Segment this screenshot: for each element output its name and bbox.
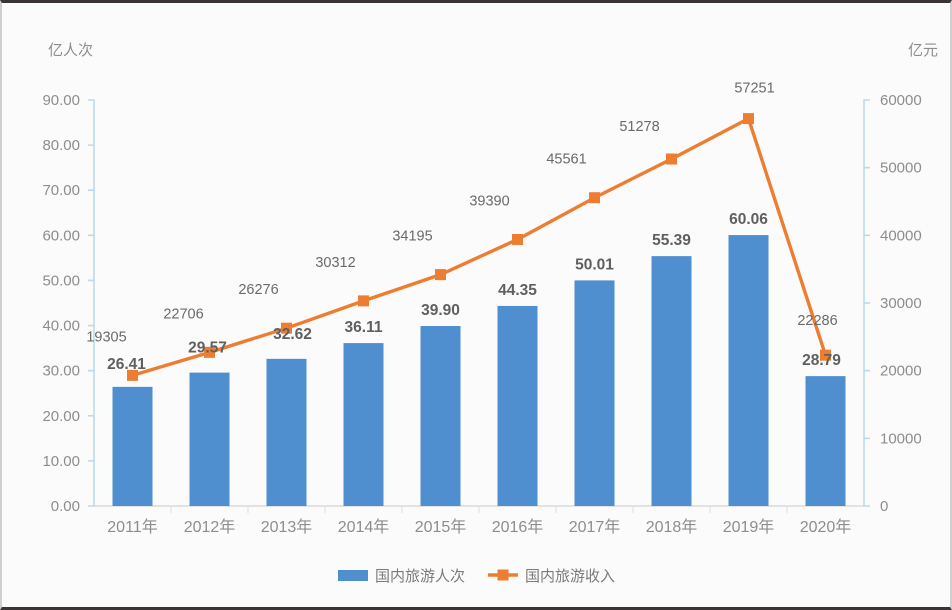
line-value-label: 34195 [392, 229, 432, 245]
line-value-label: 22706 [163, 306, 203, 322]
bar[interactable] [343, 343, 384, 506]
line-marker[interactable] [127, 369, 138, 381]
bar[interactable] [266, 358, 307, 506]
legend-line-marker-icon [497, 569, 509, 581]
line-marker[interactable] [204, 346, 215, 358]
right-axis: 0 10000 20000 30000 40000 50000 60000 [863, 92, 922, 515]
category-label[interactable]: 2018年 [646, 518, 698, 536]
line-value-label: 51278 [619, 119, 659, 135]
bar[interactable] [651, 256, 692, 506]
bar-value-label: 39.90 [421, 302, 460, 319]
left-tick-label: 0.00 [51, 498, 80, 515]
legend-item[interactable]: 国内旅游人次 [338, 568, 465, 585]
right-tick-label: 10000 [880, 430, 922, 447]
bar-value-label: 44.35 [498, 282, 537, 299]
line-marker[interactable] [281, 322, 292, 334]
line-value-label: 30312 [315, 255, 355, 271]
left-tick-label: 70.00 [42, 182, 80, 199]
line-marker[interactable] [358, 295, 369, 307]
line-series [127, 113, 831, 381]
category-separators [170, 506, 788, 513]
line-marker[interactable] [512, 233, 523, 245]
left-tick-label: 50.00 [42, 272, 80, 289]
left-axis-title: 亿人次 [48, 42, 93, 59]
left-tick-label: 10.00 [42, 453, 80, 470]
right-tick-label: 60000 [880, 92, 922, 109]
category-label[interactable]: 2019年 [723, 518, 775, 536]
category-label[interactable]: 2012年 [184, 518, 236, 536]
category-labels: 2011年 2012年 2013年 2014年 2015年 2016年 2017年 2018年… [107, 518, 851, 536]
bar[interactable] [574, 280, 615, 506]
right-tick-label: 50000 [880, 160, 922, 177]
line-value-label: 57251 [734, 81, 774, 97]
bar[interactable] [805, 376, 846, 506]
right-tick-label: 20000 [880, 363, 922, 380]
bar-value-labels: 26.41 29.57 32.62 36.11 39.90 44.35 50.01 55.39… [107, 211, 841, 373]
line-marker[interactable] [743, 113, 754, 125]
bar-series [112, 235, 846, 506]
category-label[interactable]: 2013年 [261, 518, 313, 536]
line-path [132, 116, 828, 377]
bar[interactable] [112, 386, 153, 506]
category-label[interactable]: 2011年 [107, 518, 157, 536]
category-label[interactable]: 2017年 [569, 518, 621, 536]
line-value-label: 19305 [86, 329, 126, 345]
legend-item[interactable]: 国内旅游收入 [488, 568, 615, 585]
chart-canvas: 亿人次 亿元 0.00 10.00 20.00 30.00 40.00 50.00 60.0… [2, 3, 950, 607]
bar-value-label: 50.01 [575, 256, 614, 273]
legend-label: 国内旅游收入 [525, 568, 615, 585]
category-label[interactable]: 2020年 [800, 518, 852, 536]
left-tick-label: 60.00 [42, 227, 80, 244]
bar-value-label: 32.62 [273, 326, 312, 343]
left-tick-label: 30.00 [42, 363, 80, 380]
left-tick-label: 40.00 [42, 318, 80, 335]
category-label[interactable]: 2016年 [492, 518, 544, 536]
bar-value-label: 36.11 [345, 319, 383, 336]
bar[interactable] [189, 372, 230, 506]
right-tick-label: 40000 [880, 227, 922, 244]
legend-bar-swatch-icon [338, 570, 368, 581]
left-tick-label: 80.00 [42, 137, 80, 154]
line-value-labels: 19305 22706 26276 30312 34195 39390 45561 51278… [86, 81, 837, 346]
left-tick-label: 20.00 [42, 408, 80, 425]
chart-legend: 国内旅游人次 国内旅游收入 [338, 568, 615, 585]
line-value-label: 22286 [797, 313, 837, 329]
right-tick-label: 30000 [880, 295, 922, 312]
bar-value-label: 26.41 [107, 356, 146, 373]
bar-value-label: 28.79 [802, 352, 841, 369]
dual-axis-chart: 亿人次 亿元 0.00 10.00 20.00 30.00 40.00 50.00 60.0… [2, 3, 950, 607]
line-value-label: 45561 [546, 152, 586, 168]
line-marker[interactable] [666, 153, 677, 165]
line-marker[interactable] [435, 269, 446, 281]
left-tick-label: 90.00 [42, 92, 80, 109]
right-axis-title: 亿元 [908, 42, 938, 59]
line-value-label: 26276 [238, 282, 278, 298]
right-tick-label: 0 [880, 498, 888, 515]
legend-label: 国内旅游人次 [375, 568, 465, 585]
bar[interactable] [497, 305, 538, 506]
line-marker[interactable] [820, 349, 831, 361]
bar-value-label: 29.57 [188, 340, 227, 357]
line-value-label: 39390 [469, 193, 509, 209]
bar[interactable] [728, 235, 769, 506]
bar-value-label: 55.39 [652, 232, 691, 249]
bar[interactable] [420, 326, 461, 506]
category-label[interactable]: 2015年 [415, 518, 467, 536]
bar-value-label: 60.06 [729, 211, 768, 228]
category-label[interactable]: 2014年 [338, 518, 390, 536]
line-marker[interactable] [589, 192, 600, 204]
